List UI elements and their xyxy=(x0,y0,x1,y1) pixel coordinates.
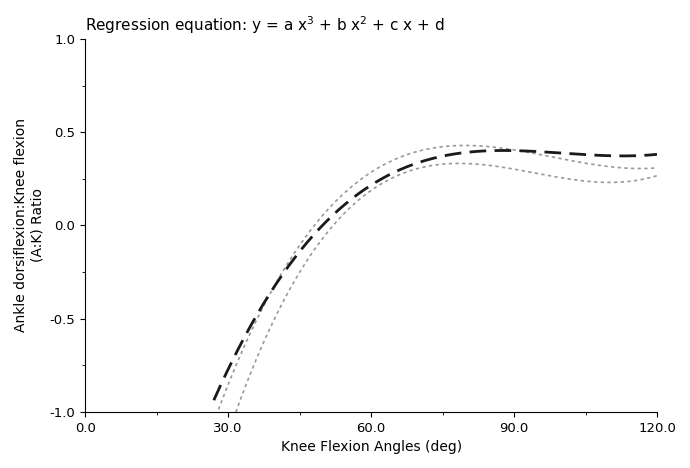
Y-axis label: Ankle dorsiflexion:Knee flexion
(A:K) Ratio: Ankle dorsiflexion:Knee flexion (A:K) Ra… xyxy=(14,118,44,332)
X-axis label: Knee Flexion Angles (deg): Knee Flexion Angles (deg) xyxy=(281,440,462,454)
Text: Regression equation: y = a $\mathregular{x^3}$ + b $\mathregular{x^2}$ + c x + d: Regression equation: y = a $\mathregular… xyxy=(85,14,445,36)
